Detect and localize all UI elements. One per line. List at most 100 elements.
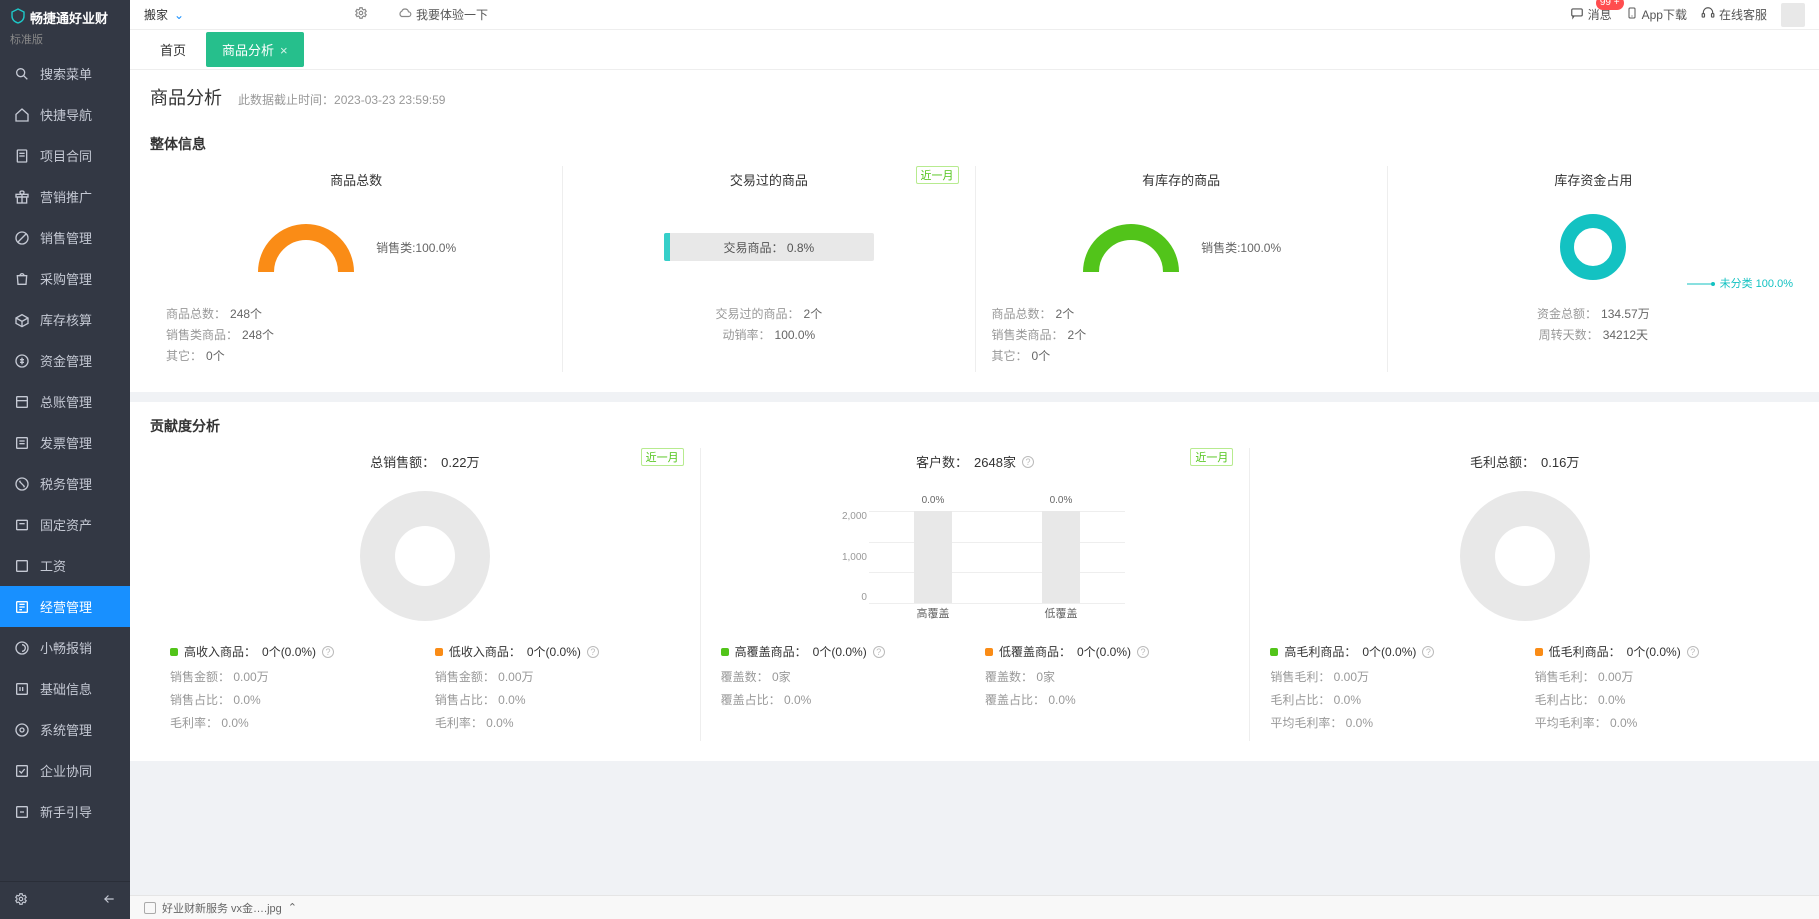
- page-header: 商品分析 此数据截止时间：2023-03-23 23:59:59: [130, 70, 1819, 120]
- sidebar-item-label: 搜索菜单: [40, 64, 92, 83]
- donut-placeholder: [360, 491, 490, 621]
- period-tag[interactable]: 近一月: [916, 166, 959, 184]
- ring-chart: [1558, 212, 1628, 282]
- org-name: 搬家: [144, 6, 168, 23]
- tab-1[interactable]: 商品分析×: [206, 32, 304, 67]
- collapse-icon[interactable]: [102, 892, 116, 909]
- sidebar-item-4[interactable]: 销售管理: [0, 217, 130, 258]
- overview-title: 整体信息: [150, 134, 1799, 154]
- kv-row: 毛利占比： 0.0%: [1535, 691, 1779, 708]
- gear-icon[interactable]: [354, 6, 368, 23]
- sidebar-item-label: 营销推广: [40, 187, 92, 206]
- page-subtitle: 此数据截止时间：2023-03-23 23:59:59: [238, 91, 445, 108]
- biz-icon: [14, 599, 30, 615]
- try-link[interactable]: 我要体验一下: [398, 6, 488, 23]
- kv-row: 覆盖占比： 0.0%: [721, 691, 965, 708]
- card-total-sales: 近一月 总销售额： 0.22万 高收入商品： 0个(0.0%) ?销售金额： 0…: [150, 448, 700, 741]
- file-icon: [14, 148, 30, 164]
- receipt-icon: [14, 435, 30, 451]
- expense-icon: [14, 640, 30, 656]
- sidebar-item-17[interactable]: 企业协同: [0, 750, 130, 791]
- stat-row: 周转天数：34212天: [1404, 326, 1783, 343]
- card-inventory-capital: 库存资金占用 未分类 100.0% 资金总额：134.57万周转天数：34212…: [1387, 166, 1799, 372]
- sidebar-item-9[interactable]: 发票管理: [0, 422, 130, 463]
- chevron-up-icon[interactable]: ⌃: [288, 901, 297, 914]
- brand: 畅捷通好业财: [0, 0, 130, 31]
- page-title: 商品分析: [150, 84, 222, 110]
- content-scroll[interactable]: 整体信息 商品总数 销售类:100.0% 商: [130, 120, 1819, 895]
- try-text: 我要体验一下: [416, 6, 488, 23]
- sidebar-item-label: 库存核算: [40, 310, 92, 329]
- period-tag[interactable]: 近一月: [1190, 448, 1233, 466]
- legend-square: [721, 648, 729, 656]
- coverage-bar-chart: 2,0001,0000 0.0%0.0% 高覆盖低覆盖: [825, 491, 1125, 621]
- sidebar-item-label: 工资: [40, 556, 66, 575]
- stat-row: 商品总数：2个: [992, 305, 1371, 322]
- sidebar-item-15[interactable]: 基础信息: [0, 668, 130, 709]
- period-tag[interactable]: 近一月: [641, 448, 684, 466]
- info-icon[interactable]: ?: [587, 646, 599, 658]
- sidebar-item-6[interactable]: 库存核算: [0, 299, 130, 340]
- column-title: 低收入商品： 0个(0.0%) ?: [435, 643, 680, 660]
- sidebar-item-18[interactable]: 新手引导: [0, 791, 130, 832]
- tax-icon: [14, 476, 30, 492]
- sidebar-item-13[interactable]: 经营管理: [0, 586, 130, 627]
- sidebar-item-2[interactable]: 项目合同: [0, 135, 130, 176]
- info-icon[interactable]: ?: [1687, 646, 1699, 658]
- online-service-link[interactable]: 在线客服: [1701, 6, 1767, 23]
- contribution-section: 贡献度分析 近一月 总销售额： 0.22万 高收入商品： 0个(0.0%) ?销…: [130, 402, 1819, 761]
- page-tabs: 首页商品分析×: [130, 30, 1819, 70]
- legend-square: [1535, 648, 1543, 656]
- asset-icon: [14, 517, 30, 533]
- sidebar-item-5[interactable]: 采购管理: [0, 258, 130, 299]
- donut-placeholder: [1460, 491, 1590, 621]
- contrib-column: 高覆盖商品： 0个(0.0%) ?覆盖数： 0家覆盖占比： 0.0%: [721, 643, 965, 714]
- kv-row: 销售金额： 0.00万: [435, 668, 680, 685]
- info-icon[interactable]: ?: [873, 646, 885, 658]
- sidebar-item-16[interactable]: 系统管理: [0, 709, 130, 750]
- sidebar-item-10[interactable]: 税务管理: [0, 463, 130, 504]
- gauge-label: 销售类:100.0%: [376, 239, 456, 256]
- info-icon[interactable]: ?: [1137, 646, 1149, 658]
- contribution-title: 贡献度分析: [150, 416, 1799, 436]
- kv-row: 平均毛利率： 0.0%: [1535, 714, 1779, 731]
- close-icon[interactable]: ×: [280, 43, 288, 58]
- card-total-products: 商品总数 销售类:100.0% 商品总数：248个销售类商品：248个其它：0个: [150, 166, 562, 372]
- messages-link[interactable]: 消息 99 +: [1570, 6, 1612, 23]
- kv-row: 平均毛利率： 0.0%: [1270, 714, 1514, 731]
- sidebar-item-3[interactable]: 营销推广: [0, 176, 130, 217]
- sidebar-item-0[interactable]: 搜索菜单: [0, 53, 130, 94]
- sidebar-item-11[interactable]: 固定资产: [0, 504, 130, 545]
- legend-square: [435, 648, 443, 656]
- sidebar-item-1[interactable]: 快捷导航: [0, 94, 130, 135]
- footer-strip: 好业财新服务 vx金….jpg ⌃: [130, 895, 1819, 919]
- sidebar-item-14[interactable]: 小畅报销: [0, 627, 130, 668]
- footer-filename: 好业财新服务 vx金….jpg: [162, 900, 282, 916]
- info-icon[interactable]: ?: [1022, 456, 1034, 468]
- gift-icon: [14, 189, 30, 205]
- info-icon[interactable]: ?: [1422, 646, 1434, 658]
- kv-row: 销售占比： 0.0%: [170, 691, 415, 708]
- org-selector[interactable]: 搬家 ⌄: [144, 6, 344, 23]
- info-icon: [14, 681, 30, 697]
- kv-row: 销售占比： 0.0%: [435, 691, 680, 708]
- cloud-icon: [398, 6, 412, 23]
- sidebar-item-label: 小畅报销: [40, 638, 92, 657]
- info-icon[interactable]: ?: [322, 646, 334, 658]
- sidebar-item-label: 总账管理: [40, 392, 92, 411]
- kv-row: 销售毛利： 0.00万: [1535, 668, 1779, 685]
- settings-icon[interactable]: [14, 892, 28, 909]
- column-title: 高毛利商品： 0个(0.0%) ?: [1270, 643, 1514, 660]
- sidebar-item-label: 快捷导航: [40, 105, 92, 124]
- app-download-link[interactable]: App下载: [1626, 6, 1687, 23]
- sidebar-item-12[interactable]: 工资: [0, 545, 130, 586]
- avatar[interactable]: [1781, 3, 1805, 27]
- sidebar-item-7[interactable]: 资金管理: [0, 340, 130, 381]
- mobile-icon: [1626, 6, 1638, 23]
- kv-row: 销售毛利： 0.00万: [1270, 668, 1514, 685]
- sidebar-item-8[interactable]: 总账管理: [0, 381, 130, 422]
- sidebar-item-label: 企业协同: [40, 761, 92, 780]
- sidebar-item-label: 经营管理: [40, 597, 92, 616]
- tab-0[interactable]: 首页: [144, 32, 202, 67]
- ring-legend: 未分类 100.0%: [1687, 275, 1793, 291]
